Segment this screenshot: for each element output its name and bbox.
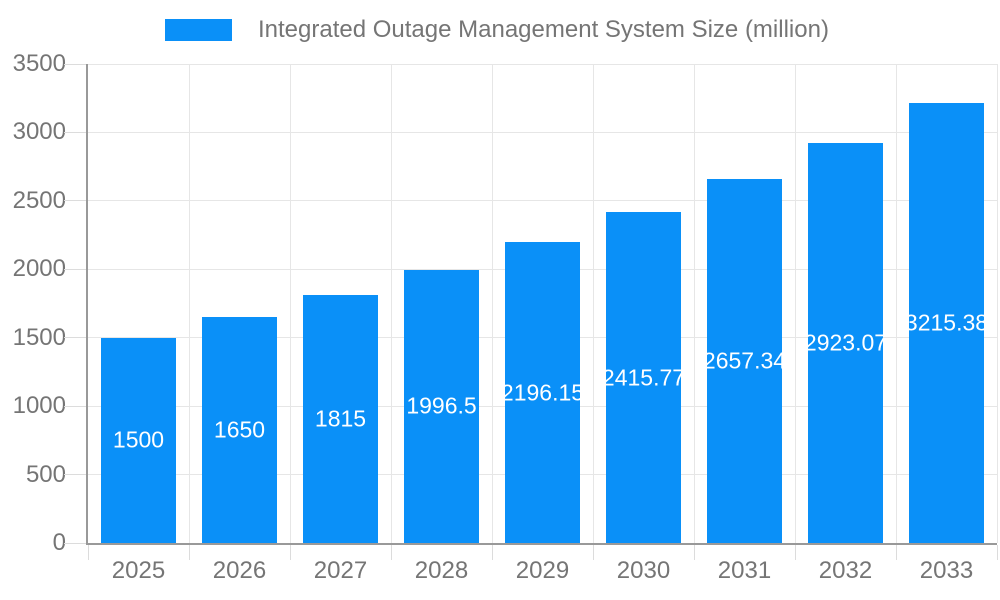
bar: 2196.15 [505, 242, 580, 543]
y-axis-tick [64, 542, 86, 544]
legend-label: Integrated Outage Management System Size… [258, 16, 829, 43]
legend-swatch[interactable] [165, 19, 232, 41]
gridline-vertical [895, 64, 897, 543]
y-axis-tick [64, 63, 86, 65]
x-axis-tick-label: 2033 [919, 557, 974, 584]
y-axis-labels: 0 500 1000 1500 2000 2500 3000 3500 [0, 50, 66, 556]
x-axis-tick-label: 2029 [515, 557, 570, 584]
y-axis-tick-label: 500 [25, 460, 66, 488]
x-axis-tick [390, 545, 392, 560]
bar-value-label: 1815 [314, 405, 367, 432]
gridline-horizontal [88, 63, 997, 65]
gridline-vertical [794, 64, 796, 543]
gridline-vertical [693, 64, 695, 543]
y-axis-tick-label: 1000 [12, 392, 66, 420]
gridline-horizontal [88, 200, 997, 202]
bar: 2415.77 [606, 212, 681, 543]
y-axis-tick-label: 2000 [12, 255, 66, 283]
bar-value-label: 2657.34 [707, 347, 782, 374]
x-axis-tick [87, 545, 89, 560]
x-axis-labels: 2025 2026 2027 2028 2029 2030 2031 2032 2033 [88, 557, 997, 587]
plot-area: 1500 1650 1815 1996.5 2196.15 2415.77 2657.34 2… [64, 63, 998, 560]
x-axis-tick [188, 545, 190, 560]
x-axis-tick [996, 545, 998, 560]
bar: 1996.5 [404, 269, 479, 543]
bar: 1500 [101, 337, 176, 543]
x-axis-tick [895, 545, 897, 560]
bar-value-label: 2415.77 [606, 364, 681, 391]
y-axis-tick [64, 268, 86, 270]
y-axis-tick-label: 2500 [12, 186, 66, 214]
bar-value-label: 2196.15 [505, 379, 580, 406]
x-axis-tick [491, 545, 493, 560]
bar-value-label: 1650 [213, 416, 266, 443]
bar: 1815 [303, 294, 378, 543]
y-axis-tick [64, 200, 86, 202]
x-axis-line [86, 543, 997, 545]
y-axis-tick [64, 474, 86, 476]
bar-value-label: 2923.07 [808, 329, 883, 356]
x-axis-tick [592, 545, 594, 560]
y-axis-tick-label: 1500 [12, 323, 66, 351]
bar-value-label: 3215.38 [909, 309, 984, 336]
x-axis-tick-label: 2027 [313, 557, 368, 584]
x-axis-tick-label: 2032 [818, 557, 873, 584]
gridline-vertical [390, 64, 392, 543]
x-axis-tick [289, 545, 291, 560]
x-axis-tick-label: 2025 [111, 557, 166, 584]
y-axis-line [86, 64, 88, 543]
gridline-horizontal [88, 131, 997, 133]
y-axis-tick [64, 131, 86, 133]
gridline-vertical [289, 64, 291, 543]
bar: 1650 [202, 317, 277, 543]
y-axis-tick [64, 337, 86, 339]
x-axis-tick-label: 2026 [212, 557, 267, 584]
bar-value-label: 1500 [112, 426, 165, 453]
legend[interactable]: Integrated Outage Management System Size… [165, 16, 829, 44]
y-axis-tick-label: 0 [52, 529, 66, 556]
bar: 2657.34 [707, 179, 782, 543]
gridline-vertical [188, 64, 190, 543]
x-axis-tick-label: 2028 [414, 557, 469, 584]
x-axis-tick-label: 2031 [717, 557, 772, 584]
bar: 2923.07 [808, 142, 883, 543]
x-axis-tick-label: 2030 [616, 557, 671, 584]
bar-value-label: 1996.5 [406, 392, 477, 419]
y-axis-tick-label: 3500 [12, 50, 66, 77]
gridline-vertical [592, 64, 594, 543]
y-axis-tick-label: 3000 [12, 118, 66, 146]
gridline-vertical [491, 64, 493, 543]
x-axis-tick [794, 545, 796, 560]
y-axis-tick [64, 405, 86, 407]
bar: 3215.38 [909, 102, 984, 543]
gridline-vertical [996, 64, 998, 543]
x-axis-tick [693, 545, 695, 560]
